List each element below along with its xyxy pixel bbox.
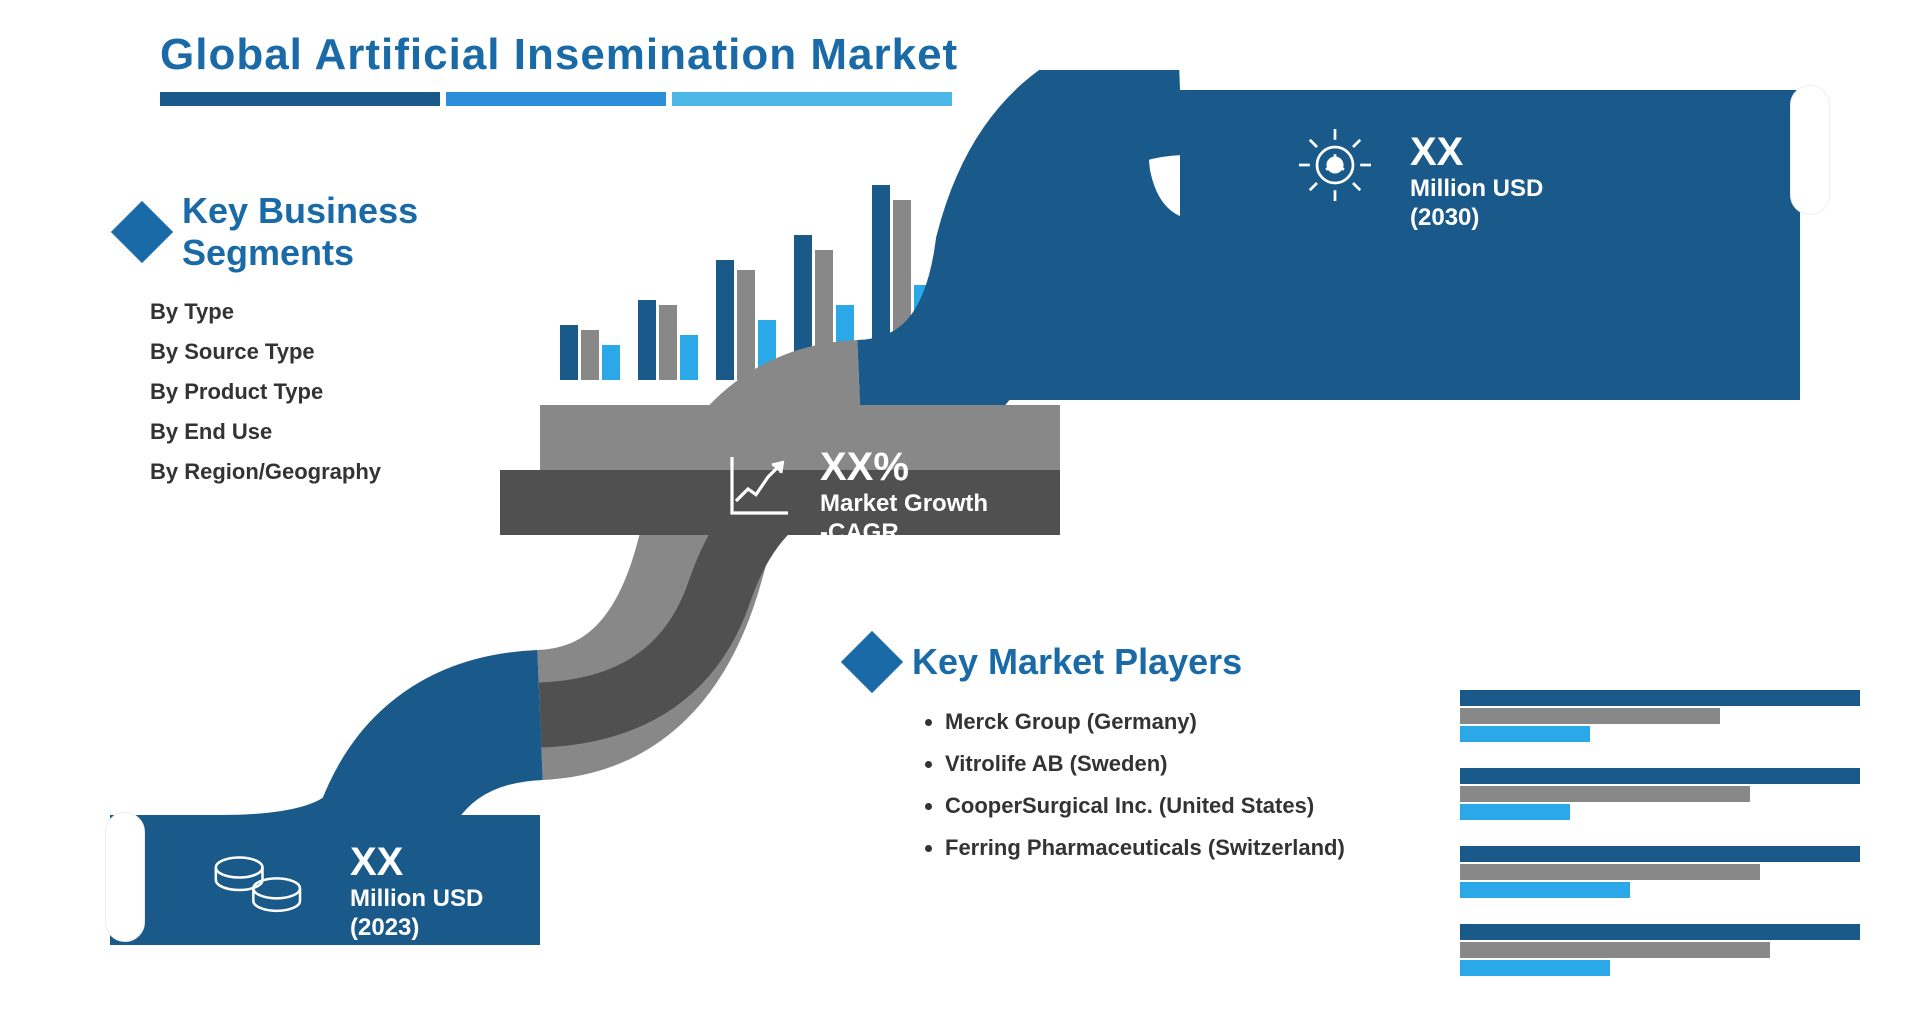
bar — [971, 230, 989, 380]
segments-list: By Type By Source Type By Product Type B… — [150, 299, 540, 485]
players-block: Key Market Players Merck Group (Germany)… — [850, 640, 1410, 877]
bar — [836, 305, 854, 380]
hbar — [1460, 768, 1860, 784]
bar-group — [794, 235, 854, 380]
hbar-row — [1460, 768, 1880, 820]
bar — [758, 320, 776, 380]
bar-group — [872, 185, 932, 380]
bar — [914, 285, 932, 380]
hbar — [1460, 708, 1720, 724]
flow-year: (2030) — [1410, 204, 1543, 233]
hbar — [1460, 864, 1760, 880]
list-item: Merck Group (Germany) — [945, 709, 1410, 735]
segments-title: Key Business Segments — [182, 190, 540, 274]
list-item: Ferring Pharmaceuticals (Switzerland) — [945, 835, 1410, 861]
diamond-icon — [111, 201, 173, 263]
hbar-row — [1460, 924, 1880, 976]
flow-value: XX% — [820, 445, 988, 490]
title-underline-bars — [160, 92, 1800, 106]
players-title: Key Market Players — [912, 641, 1242, 683]
hbar — [1460, 804, 1570, 820]
list-item: Vitrolife AB (Sweden) — [945, 751, 1410, 777]
bar-group — [560, 325, 620, 380]
bar — [581, 330, 599, 380]
flow-subtitle: Million USD — [350, 885, 483, 914]
flow-subtitle: Million USD — [1410, 175, 1543, 204]
bar-group — [950, 215, 1010, 380]
bar — [815, 250, 833, 380]
bar-chart-top — [560, 160, 980, 380]
flow-2023-box: XX Million USD (2023) — [350, 840, 483, 943]
list-item: By Source Type — [150, 339, 540, 365]
bar-group — [716, 260, 776, 380]
hbar — [1460, 924, 1860, 940]
diamond-icon — [841, 631, 903, 693]
hbar-row — [1460, 846, 1880, 898]
lightbulb-icon — [1290, 120, 1380, 215]
bar — [872, 185, 890, 380]
list-item: By Type — [150, 299, 540, 325]
flow-value: XX — [1410, 130, 1543, 175]
hbar — [1460, 960, 1610, 976]
hbar — [1460, 786, 1750, 802]
segments-block: Key Business Segments By Type By Source … — [120, 190, 540, 499]
bar — [560, 325, 578, 380]
bar — [659, 305, 677, 380]
hbar — [1460, 690, 1860, 706]
bar — [638, 300, 656, 380]
bar-chart-horizontal — [1460, 690, 1880, 1002]
flow-year: (2023) — [350, 914, 483, 943]
bar — [950, 215, 968, 380]
flow-cagr-box: XX% Market Growth -CAGR — [820, 445, 988, 548]
list-item: CooperSurgical Inc. (United States) — [945, 793, 1410, 819]
hbar — [1460, 726, 1590, 742]
bar — [737, 270, 755, 380]
hbar — [1460, 846, 1860, 862]
trend-chart-icon — [720, 445, 800, 530]
bar — [602, 345, 620, 380]
bar — [992, 295, 1010, 380]
flow-year: -CAGR — [820, 519, 988, 548]
ribbon-endcap-left — [105, 812, 145, 942]
bar — [716, 260, 734, 380]
list-item: By Product Type — [150, 379, 540, 405]
flow-subtitle: Market Growth — [820, 490, 988, 519]
page-title: Global Artificial Insemination Market — [160, 30, 1800, 80]
bar-group — [638, 300, 698, 380]
bar — [794, 235, 812, 380]
coins-icon — [210, 840, 310, 925]
list-item: By End Use — [150, 419, 540, 445]
players-list: Merck Group (Germany) Vitrolife AB (Swed… — [925, 709, 1410, 861]
ribbon-endcap-right — [1790, 85, 1830, 215]
hbar — [1460, 882, 1630, 898]
list-item: By Region/Geography — [150, 459, 540, 485]
hbar — [1460, 942, 1770, 958]
flow-value: XX — [350, 840, 483, 885]
bar — [893, 200, 911, 380]
flow-2030-box: XX Million USD (2030) — [1410, 130, 1543, 233]
bar — [680, 335, 698, 380]
hbar-row — [1460, 690, 1880, 742]
